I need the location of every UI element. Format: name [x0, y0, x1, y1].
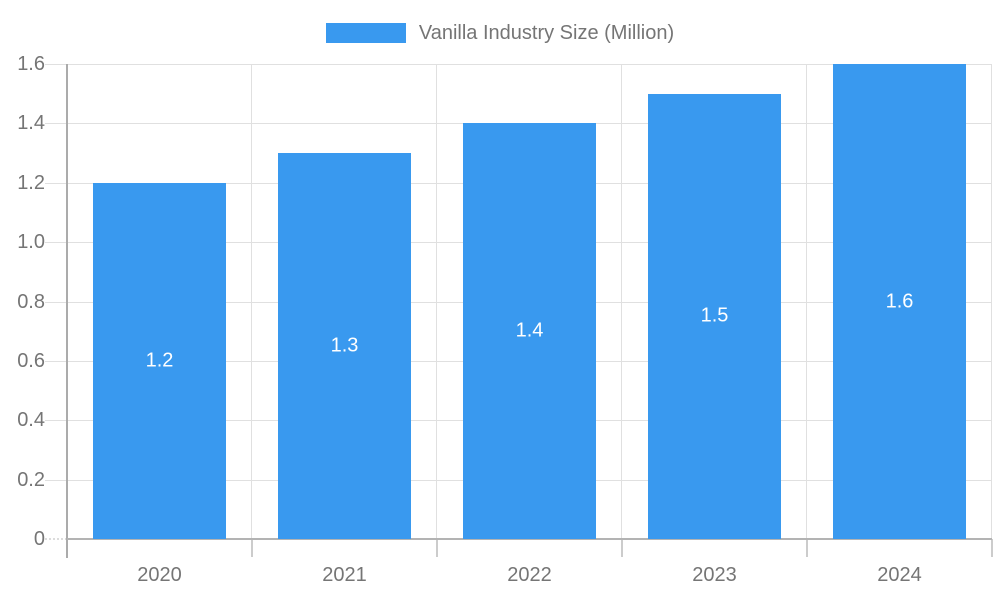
y-axis-tick: [45, 182, 67, 184]
y-tick-label: 1.6: [17, 53, 45, 75]
bar-2024[interactable]: 1.6: [833, 64, 966, 539]
bar-2023[interactable]: 1.5: [648, 93, 781, 539]
v-gridline: [251, 64, 252, 539]
y-axis-tick: [45, 64, 67, 65]
y-tick-label: 0.6: [17, 349, 45, 372]
v-gridline: [621, 64, 622, 539]
y-axis-tick: [45, 123, 67, 125]
y-tick-label: 0.4: [17, 409, 45, 432]
x-axis-tick: [436, 539, 438, 557]
x-axis-line: [67, 538, 992, 540]
x-tick-label: 2024: [877, 564, 922, 586]
plot-area: 1.2 1.3 1.4 1.5 1.6: [45, 64, 993, 558]
x-tick-label: 2020: [137, 564, 182, 586]
bar-value-label: 1.5: [700, 304, 729, 327]
bar-value-label: 1.2: [145, 349, 174, 372]
y-axis-tick: [45, 538, 67, 540]
y-axis-tick: [45, 301, 67, 303]
y-axis-tick: [45, 360, 67, 362]
bar-2022[interactable]: 1.4: [463, 123, 596, 539]
y-axis-tick: [45, 242, 67, 244]
x-tick-label: 2023: [692, 564, 737, 586]
v-gridline: [806, 64, 807, 539]
x-axis-tick: [251, 539, 253, 557]
legend[interactable]: Vanilla Industry Size (Million): [0, 21, 1000, 45]
bar-2021[interactable]: 1.3: [278, 153, 411, 539]
v-gridline: [436, 64, 437, 539]
legend-label: Vanilla Industry Size (Million): [418, 21, 675, 44]
h-gridline: [67, 64, 992, 65]
bar-value-label: 1.4: [515, 319, 544, 342]
x-axis-tick: [621, 539, 623, 557]
legend-swatch-icon: [325, 23, 406, 43]
y-axis-tick: [45, 420, 67, 422]
bar-2020[interactable]: 1.2: [93, 182, 226, 539]
x-tick-label: 2022: [507, 564, 552, 586]
x-axis-tick: [991, 539, 993, 557]
y-tick-label: 0.2: [17, 468, 45, 491]
v-gridline: [991, 64, 992, 539]
x-tick-label: 2021: [322, 564, 367, 586]
y-tick-label: 1.0: [17, 231, 45, 254]
y-axis-tick: [45, 479, 67, 481]
bar-value-label: 1.6: [885, 290, 914, 312]
y-tick-label: 0.8: [17, 290, 45, 313]
y-tick-label: 1.2: [17, 171, 45, 194]
y-tick-label: 0: [33, 528, 45, 550]
bar-value-label: 1.3: [330, 334, 359, 357]
y-tick-label: 1.4: [17, 112, 45, 135]
y-axis-line: [66, 64, 68, 558]
x-axis-tick: [806, 539, 808, 557]
